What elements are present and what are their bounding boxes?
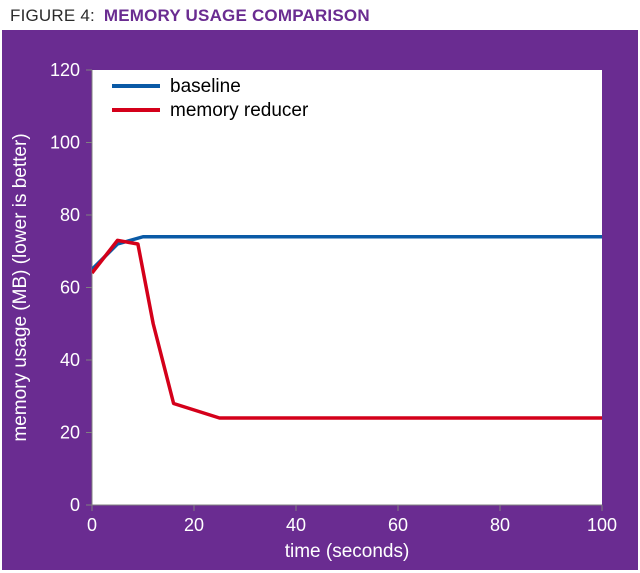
y-tick-label: 60 [60, 278, 80, 298]
y-tick-label: 120 [50, 60, 80, 80]
y-tick-label: 0 [70, 495, 80, 515]
x-tick-label: 40 [286, 515, 306, 535]
chart-svg: 0 20 40 60 80 100 0 20 40 60 80 100 120 time (seconds… [2, 30, 638, 570]
legend-label: baseline [170, 76, 241, 97]
x-axis-label: time (seconds) [285, 541, 410, 562]
x-tick-label: 80 [490, 515, 510, 535]
figure-container: FIGURE 4: MEMORY USAGE COMPARISON 0 20 40 6… [0, 0, 640, 573]
figure-caption: FIGURE 4: MEMORY USAGE COMPARISON [0, 0, 640, 30]
plot-background [92, 70, 602, 505]
legend-label: memory reducer [170, 100, 309, 121]
x-tick-label: 100 [587, 515, 617, 535]
figure-title: MEMORY USAGE COMPARISON [104, 6, 370, 25]
x-tick-label: 20 [184, 515, 204, 535]
x-tick-label: 60 [388, 515, 408, 535]
y-tick-label: 40 [60, 350, 80, 370]
y-tick-label: 20 [60, 423, 80, 443]
y-axis-label: memory usage (MB) (lower is better) [10, 133, 31, 441]
y-tick-label: 100 [50, 133, 80, 153]
y-tick-label: 80 [60, 205, 80, 225]
chart-panel: 0 20 40 60 80 100 0 20 40 60 80 100 120 time (seconds… [2, 30, 638, 570]
figure-number: FIGURE 4: [10, 6, 95, 25]
x-tick-label: 0 [87, 515, 97, 535]
